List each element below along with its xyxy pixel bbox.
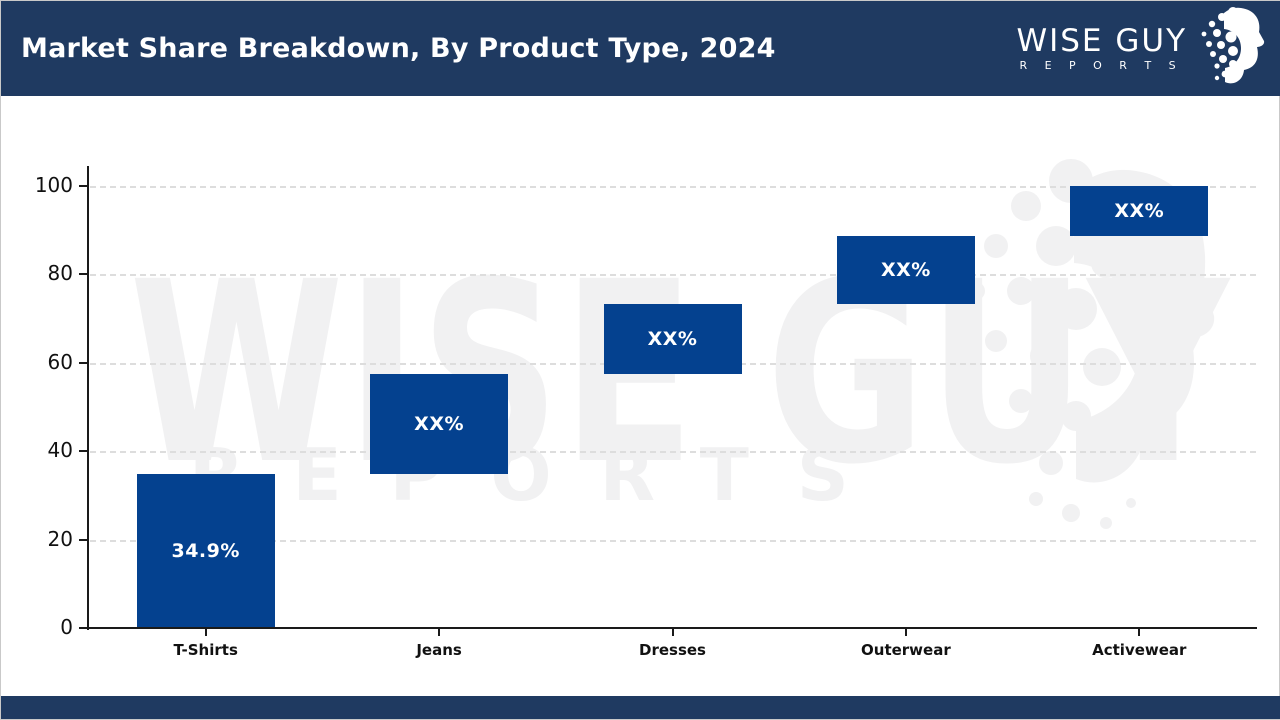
bar-value-label: 34.9% (171, 539, 240, 562)
gridline-20 (90, 539, 1256, 542)
bar-value-label: XX% (647, 327, 698, 350)
logo-wordmark: WISE GUY (1016, 22, 1187, 59)
y-axis-line (87, 166, 89, 630)
bar-value-label: XX% (880, 258, 931, 281)
logo-text: WISE GUY R E P O R T S (1016, 25, 1187, 73)
y-tick-mark (79, 538, 87, 541)
x-tick-mark (671, 629, 674, 636)
x-tick-mark (204, 629, 207, 636)
x-tick-mark (1138, 629, 1141, 636)
x-category-label-dresses: Dresses (639, 641, 706, 659)
y-tick-mark (79, 185, 87, 187)
y-tick-label: 80 (47, 261, 73, 286)
y-tick-mark (79, 450, 87, 453)
page-title: Market Share Breakdown, By Product Type,… (21, 33, 776, 64)
bar-jeans: XX% (370, 374, 509, 474)
bar-outerwear: XX% (836, 235, 975, 304)
logo-head-icon (1189, 4, 1267, 94)
gridline-80 (90, 274, 1256, 277)
y-tick-label: 100 (34, 173, 73, 197)
watermark-head-icon (906, 151, 1216, 595)
y-tick-label: 60 (47, 349, 73, 374)
footer-bar (1, 696, 1280, 719)
watermark-reports: REPORTS (189, 433, 897, 517)
bar-value-label: XX% (1114, 199, 1165, 222)
bar-dresses: XX% (603, 303, 742, 375)
header: Market Share Breakdown, By Product Type,… (1, 1, 1280, 96)
gridline-40 (90, 451, 1256, 454)
y-tick-mark (79, 361, 87, 364)
x-tick-mark (438, 629, 441, 636)
y-tick-label: 20 (47, 526, 73, 551)
x-category-label-activewear: Activewear (1092, 641, 1187, 659)
y-tick-mark (79, 627, 87, 629)
x-tick-mark (904, 629, 907, 636)
bar-activewear: XX% (1070, 186, 1209, 236)
x-category-label-jeans: Jeans (416, 641, 462, 659)
x-axis-line (87, 627, 1257, 629)
logo-subtitle: R E P O R T S (1019, 59, 1183, 73)
y-tick-mark (79, 273, 87, 276)
y-tick-label: 40 (47, 438, 73, 463)
bar-t-shirts: 34.9% (136, 473, 275, 628)
gridline-100 (90, 186, 1256, 188)
x-category-label-t-shirts: T-Shirts (173, 641, 238, 659)
wiseguy-logo: WISE GUY R E P O R T S (1016, 4, 1267, 94)
y-tick-label: 0 (60, 615, 73, 639)
bar-value-label: XX% (414, 413, 465, 435)
x-category-label-outerwear: Outerwear (861, 641, 951, 659)
